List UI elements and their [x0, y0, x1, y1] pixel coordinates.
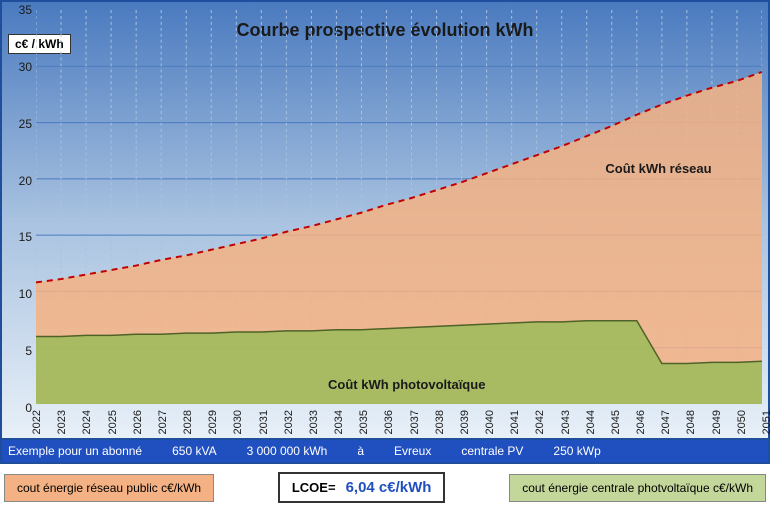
series-label-reseau: Coût kWh réseau: [605, 161, 711, 176]
lcoe-value: 6,04 c€/kWh: [346, 479, 432, 496]
series-label-pv: Coût kWh photovoltaïque: [328, 377, 485, 392]
x-tick: 2032: [283, 410, 295, 434]
x-tick: 2048: [685, 410, 697, 434]
y-tick: 35: [8, 3, 32, 17]
lcoe-box: LCOE= 6,04 c€/kWh: [278, 472, 446, 503]
x-tick: 2037: [409, 410, 421, 434]
example-segment: 250 kWp: [553, 444, 600, 458]
x-tick: 2025: [107, 410, 119, 434]
example-segment: à: [357, 444, 364, 458]
x-tick: 2022: [31, 410, 43, 434]
y-tick: 25: [8, 117, 32, 131]
x-tick: 2034: [333, 410, 345, 434]
x-tick: 2036: [383, 410, 395, 434]
x-tick: 2039: [459, 410, 471, 434]
y-tick: 20: [8, 174, 32, 188]
x-tick: 2041: [509, 410, 521, 434]
x-tick: 2027: [157, 410, 169, 434]
x-tick: 2045: [610, 410, 622, 434]
x-tick: 2047: [660, 410, 672, 434]
y-tick: 10: [8, 287, 32, 301]
x-tick: 2040: [484, 410, 496, 434]
y-tick: 5: [8, 344, 32, 358]
legend-reseau: cout énergie réseau public c€/kWh: [4, 474, 214, 502]
example-segment: 650 kVA: [172, 444, 216, 458]
legend-pv-label: cout énergie centrale photvoltaïque c€/k…: [522, 481, 753, 495]
y-tick: 15: [8, 230, 32, 244]
x-tick: 2038: [434, 410, 446, 434]
x-tick: 2046: [635, 410, 647, 434]
x-tick: 2051: [761, 410, 770, 434]
x-tick: 2031: [258, 410, 270, 434]
chart-svg: [36, 10, 762, 404]
example-segment: centrale PV: [461, 444, 523, 458]
x-tick: 2044: [585, 410, 597, 434]
x-tick: 2023: [56, 410, 68, 434]
x-tick: 2043: [560, 410, 572, 434]
lcoe-label: LCOE=: [292, 480, 336, 495]
example-segment: Exemple pour un abonné: [8, 444, 142, 458]
x-tick: 2033: [308, 410, 320, 434]
plot-area: [36, 10, 762, 404]
example-bar: Exemple pour un abonné 650 kVA 3 000 000 k…: [0, 440, 770, 464]
x-tick: 2028: [182, 410, 194, 434]
x-tick: 2026: [132, 410, 144, 434]
legend-row: cout énergie réseau public c€/kWh LCOE= …: [0, 464, 770, 507]
x-tick: 2050: [736, 410, 748, 434]
legend-pv: cout énergie centrale photvoltaïque c€/k…: [509, 474, 766, 502]
example-segment: 3 000 000 kWh: [247, 444, 328, 458]
x-tick: 2049: [711, 410, 723, 434]
x-tick: 2030: [232, 410, 244, 434]
y-tick: 0: [8, 401, 32, 415]
x-tick: 2042: [534, 410, 546, 434]
x-tick: 2029: [207, 410, 219, 434]
chart-frame: Courbe prospective évolution kWh c€ / kW…: [0, 0, 770, 440]
x-tick: 2024: [81, 410, 93, 434]
x-tick: 2035: [358, 410, 370, 434]
example-segment: Evreux: [394, 444, 431, 458]
legend-reseau-label: cout énergie réseau public c€/kWh: [17, 481, 201, 495]
y-tick: 30: [8, 60, 32, 74]
